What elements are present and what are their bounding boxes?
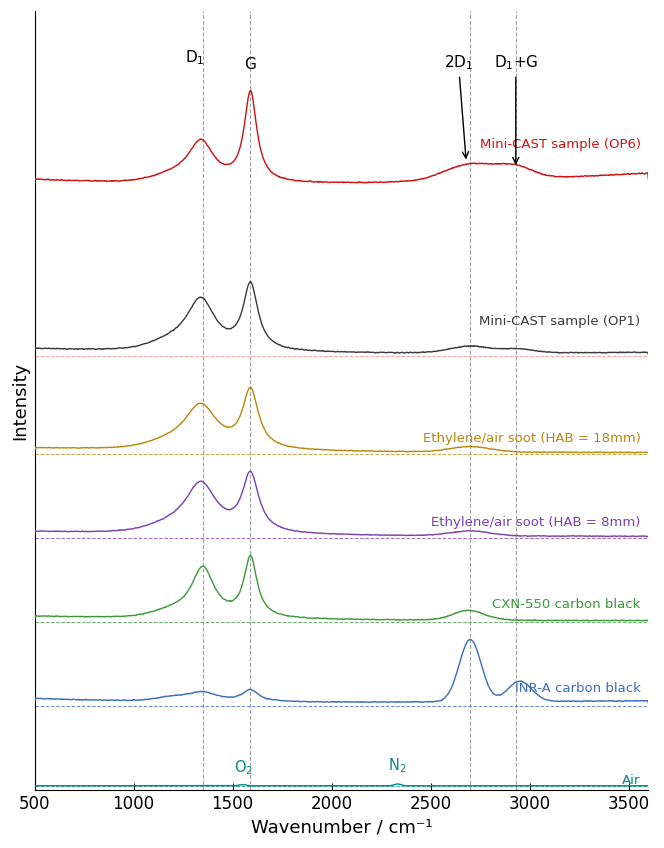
Text: Ethylene/air soot (HAB = 8mm): Ethylene/air soot (HAB = 8mm) — [431, 516, 641, 529]
Text: 2D$_1$: 2D$_1$ — [444, 53, 473, 158]
Text: Ethylene/air soot (HAB = 18mm): Ethylene/air soot (HAB = 18mm) — [422, 432, 641, 445]
Text: INR-A carbon black: INR-A carbon black — [515, 683, 641, 695]
Text: D$_1$: D$_1$ — [185, 48, 205, 67]
Text: D$_1$+G: D$_1$+G — [493, 53, 538, 164]
Text: Mini-CAST sample (OP6): Mini-CAST sample (OP6) — [479, 138, 641, 151]
Text: N$_2$: N$_2$ — [388, 756, 406, 774]
Text: G: G — [244, 57, 256, 72]
Text: CXN-550 carbon black: CXN-550 carbon black — [492, 599, 641, 611]
X-axis label: Wavenumber / cm⁻¹: Wavenumber / cm⁻¹ — [251, 819, 432, 837]
Text: Mini-CAST sample (OP1): Mini-CAST sample (OP1) — [479, 315, 641, 328]
Text: O$_2$: O$_2$ — [234, 759, 253, 778]
Text: Air: Air — [622, 773, 641, 787]
Y-axis label: Intensity: Intensity — [11, 361, 29, 440]
